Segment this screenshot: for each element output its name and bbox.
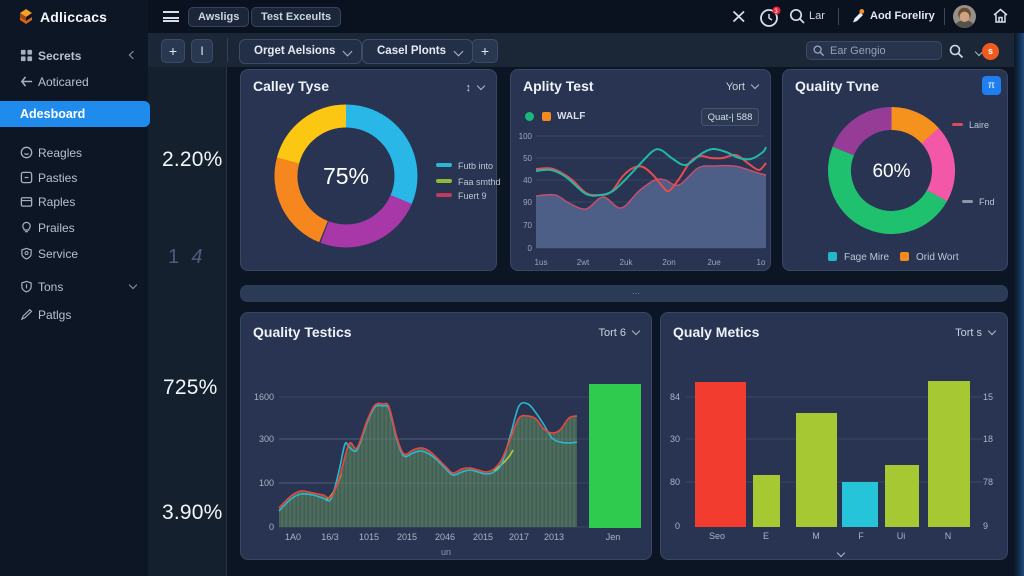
svg-text:1A0: 1A0 (285, 532, 301, 542)
svg-text:0: 0 (269, 522, 274, 532)
svg-text:1us: 1us (535, 258, 548, 267)
svg-text:M: M (812, 531, 820, 541)
svg-text:300: 300 (259, 434, 274, 444)
svg-text:1600: 1600 (254, 392, 274, 402)
svg-text:2uk: 2uk (620, 258, 634, 267)
svg-text:2015: 2015 (473, 532, 493, 542)
svg-text:75%: 75% (323, 163, 369, 189)
svg-text:84: 84 (670, 392, 680, 402)
svg-text:F: F (858, 531, 864, 541)
svg-text:2017: 2017 (509, 532, 529, 542)
svg-text:50: 50 (523, 154, 532, 163)
svg-text:N: N (945, 531, 952, 541)
svg-text:2015: 2015 (397, 532, 417, 542)
svg-text:2ue: 2ue (707, 258, 721, 267)
svg-text:100: 100 (259, 478, 274, 488)
svg-text:2on: 2on (662, 258, 675, 267)
svg-text:80: 80 (670, 477, 680, 487)
svg-text:16/3: 16/3 (321, 532, 339, 542)
svg-text:78: 78 (983, 477, 993, 487)
svg-text:Jen: Jen (606, 532, 621, 542)
svg-text:E: E (763, 531, 769, 541)
svg-text:Ui: Ui (897, 531, 906, 541)
svg-text:3: 3 (774, 9, 778, 15)
svg-text:9: 9 (983, 521, 988, 531)
svg-text:70: 70 (523, 221, 532, 230)
svg-text:2013: 2013 (544, 532, 564, 542)
svg-text:40: 40 (523, 176, 532, 185)
svg-text:1o: 1o (757, 258, 766, 267)
svg-text:15: 15 (983, 392, 993, 402)
svg-text:un: un (441, 547, 451, 557)
svg-text:1015: 1015 (359, 532, 379, 542)
svg-text:18: 18 (983, 434, 993, 444)
svg-text:100: 100 (519, 132, 533, 141)
svg-text:90: 90 (523, 198, 532, 207)
svg-text:0: 0 (528, 244, 533, 253)
svg-text:60%: 60% (872, 161, 910, 182)
svg-text:2046: 2046 (435, 532, 455, 542)
svg-text:0: 0 (675, 521, 680, 531)
svg-text:30: 30 (670, 434, 680, 444)
svg-text:Seo: Seo (709, 531, 725, 541)
svg-text:2wt: 2wt (577, 258, 590, 267)
